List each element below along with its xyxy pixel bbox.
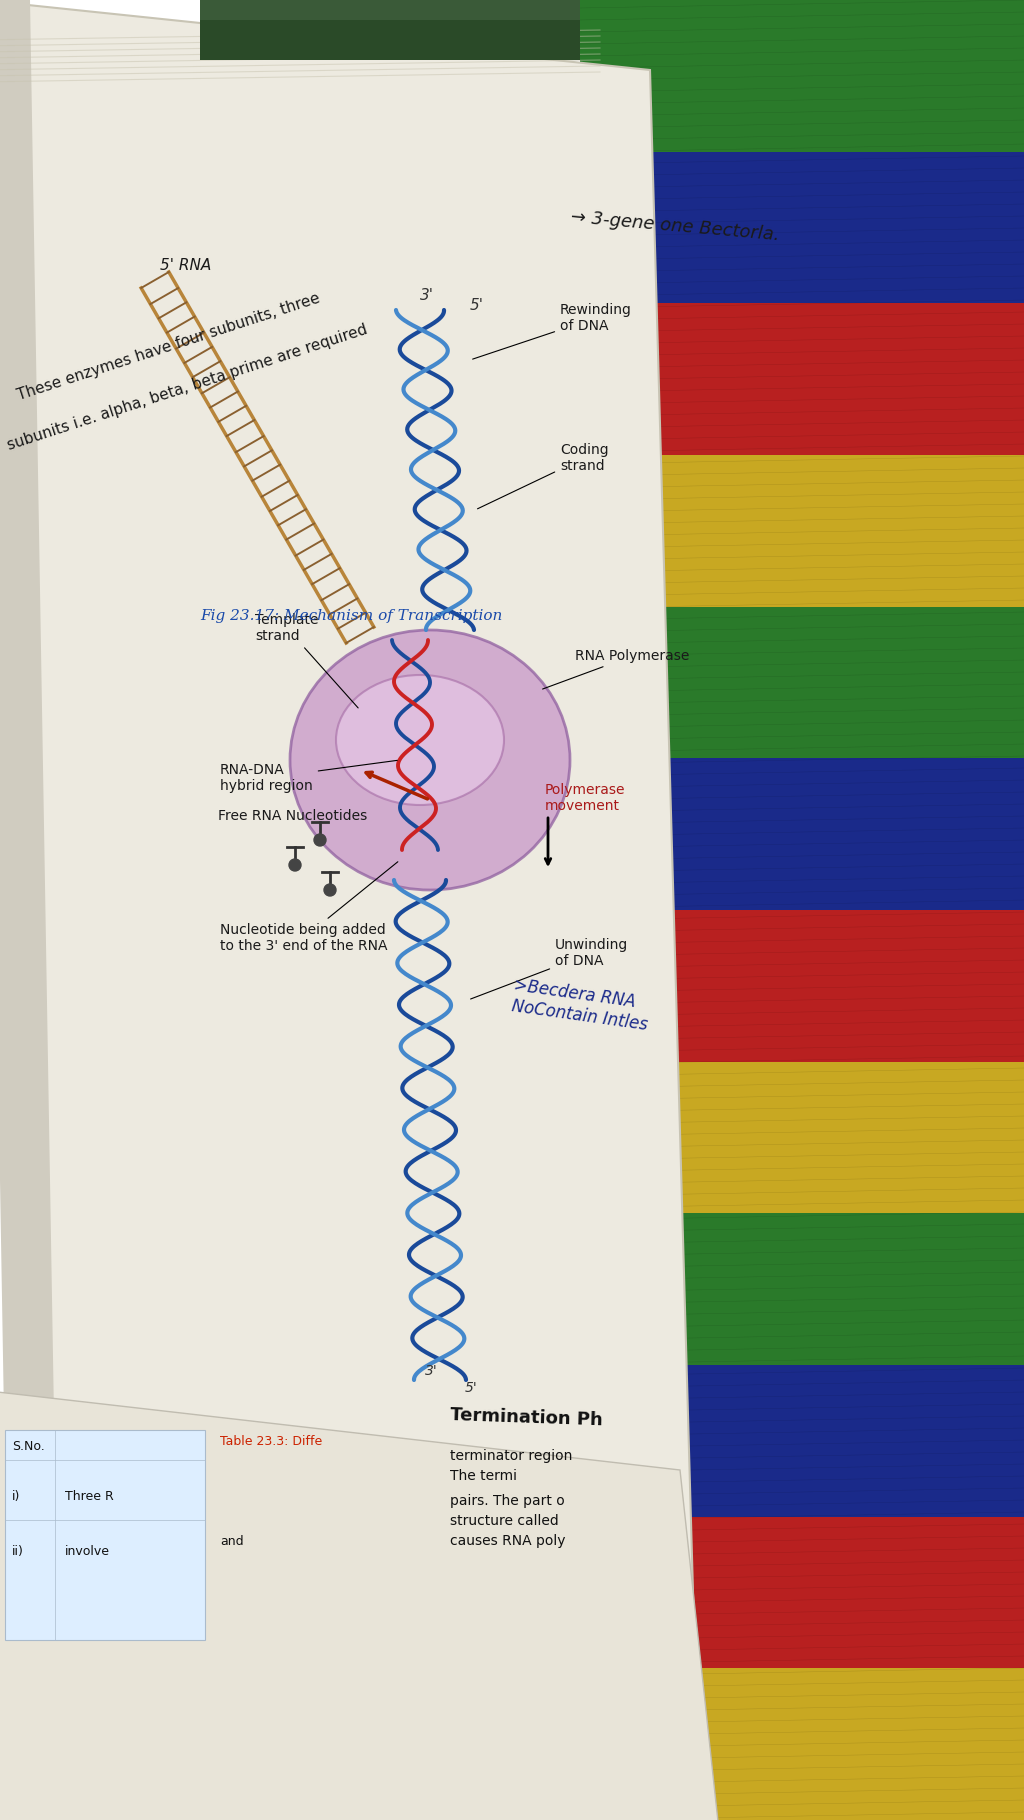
Bar <box>580 759 1024 910</box>
Text: Free RNA Nucleotides: Free RNA Nucleotides <box>218 810 368 823</box>
Bar <box>200 0 580 20</box>
Polygon shape <box>0 0 60 1771</box>
Text: RNA-DNA
hybrid region: RNA-DNA hybrid region <box>220 761 397 794</box>
Text: These enzymes have four subunits, three: These enzymes have four subunits, three <box>15 291 322 402</box>
Bar <box>580 1214 1024 1365</box>
Text: structure called: structure called <box>450 1514 559 1529</box>
Text: Three R: Three R <box>65 1491 114 1503</box>
Bar <box>200 20 580 60</box>
Text: 5': 5' <box>465 1381 478 1394</box>
Text: 3': 3' <box>425 1363 437 1378</box>
Bar <box>580 151 1024 304</box>
Text: Template
strand: Template strand <box>255 613 358 708</box>
Text: causes RNA poly: causes RNA poly <box>450 1534 565 1549</box>
Text: 5' RNA: 5' RNA <box>160 258 211 273</box>
Text: and: and <box>220 1534 244 1549</box>
Text: Coding
strand: Coding strand <box>477 442 608 510</box>
Text: subunits i.e. alpha, beta, beta prime are required: subunits i.e. alpha, beta, beta prime ar… <box>5 322 369 453</box>
Circle shape <box>314 834 326 846</box>
Text: Fig 23.17: Mechanism of Transcription: Fig 23.17: Mechanism of Transcription <box>200 610 503 622</box>
Ellipse shape <box>290 630 570 890</box>
Polygon shape <box>0 1390 720 1820</box>
Text: >Becdera RNA
NoContain Intles: >Becdera RNA NoContain Intles <box>510 977 651 1034</box>
Text: pairs. The part o: pairs. The part o <box>450 1494 565 1509</box>
Polygon shape <box>0 0 700 1820</box>
Bar <box>580 1516 1024 1669</box>
Bar <box>580 0 1024 151</box>
Text: terminator region: terminator region <box>450 1449 572 1463</box>
Text: RNA Polymerase: RNA Polymerase <box>543 650 689 690</box>
Text: → 3-gene one Bectorla.: → 3-gene one Bectorla. <box>570 207 780 244</box>
Bar <box>580 1669 1024 1820</box>
Text: i): i) <box>12 1491 20 1503</box>
Text: The termi: The termi <box>450 1469 517 1483</box>
Text: Rewinding
of DNA: Rewinding of DNA <box>473 302 632 359</box>
Circle shape <box>324 885 336 895</box>
Bar <box>580 455 1024 606</box>
Text: S.No.: S.No. <box>12 1440 45 1452</box>
Text: 3': 3' <box>420 288 434 302</box>
Text: Unwinding
of DNA: Unwinding of DNA <box>471 937 629 999</box>
Bar <box>580 1365 1024 1516</box>
Circle shape <box>289 859 301 872</box>
Bar <box>5 1431 205 1640</box>
Text: Table 23.3: Diffe: Table 23.3: Diffe <box>220 1434 323 1449</box>
Bar <box>580 910 1024 1061</box>
Bar <box>580 1061 1024 1214</box>
Text: Nucleotide being added
to the 3' end of the RNA: Nucleotide being added to the 3' end of … <box>220 861 398 954</box>
Bar <box>580 304 1024 455</box>
Text: ii): ii) <box>12 1545 24 1558</box>
Ellipse shape <box>336 675 504 804</box>
Text: Polymerase
movement: Polymerase movement <box>545 783 626 814</box>
Text: Termination Ph: Termination Ph <box>450 1405 603 1429</box>
Text: involve: involve <box>65 1545 110 1558</box>
Text: 5': 5' <box>470 298 484 313</box>
Bar <box>580 606 1024 759</box>
